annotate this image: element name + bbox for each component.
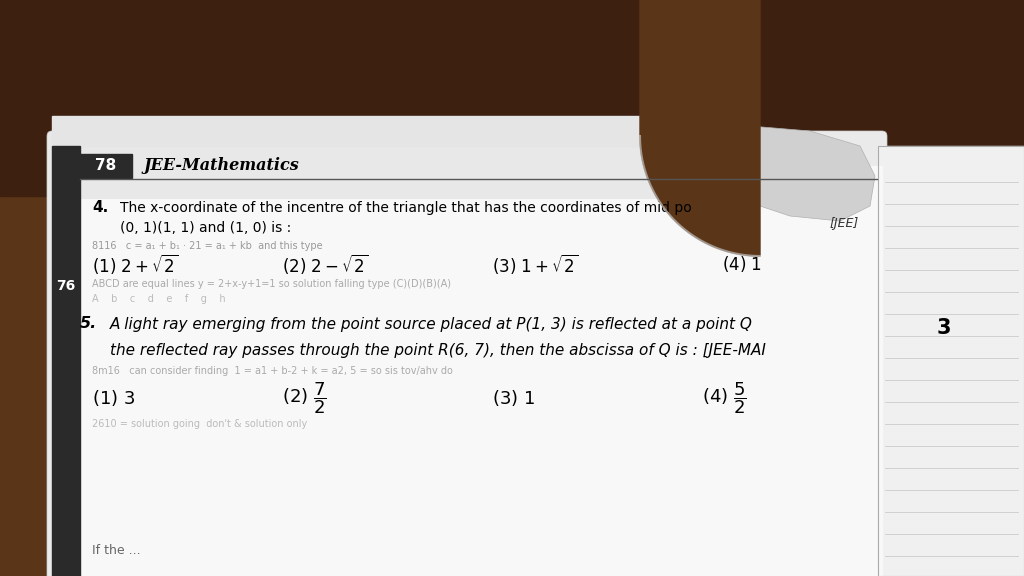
Bar <box>878 146 1024 576</box>
Text: $(1)\ 3$: $(1)\ 3$ <box>92 388 135 408</box>
Bar <box>80 166 882 576</box>
Text: 8116   c = a₁ + b₁ · 21 = a₁ + kb  and this type: 8116 c = a₁ + b₁ · 21 = a₁ + kb and this… <box>92 241 323 251</box>
Text: the reflected ray passes through the point R(6, 7), then the abscissa of Q is : : the reflected ray passes through the poi… <box>110 343 766 358</box>
Text: 4.: 4. <box>92 200 109 215</box>
Text: 5.: 5. <box>80 316 97 332</box>
Text: A    b    c    d    e    f    g    h: A b c d e f g h <box>92 294 225 304</box>
Text: [JEE]: [JEE] <box>830 218 859 230</box>
Bar <box>80 154 132 178</box>
Text: $(3)\ 1+\sqrt{2}$: $(3)\ 1+\sqrt{2}$ <box>492 252 579 276</box>
Text: If the ...: If the ... <box>92 544 140 558</box>
FancyBboxPatch shape <box>49 133 695 199</box>
Text: A light ray emerging from the point source placed at P(1, 3) is reflected at a p: A light ray emerging from the point sour… <box>110 316 753 332</box>
Text: The x-coordinate of the incentre of the triangle that has the coordinates of mid: The x-coordinate of the incentre of the … <box>120 201 692 215</box>
Text: $(1)\ 2+\sqrt{2}$: $(1)\ 2+\sqrt{2}$ <box>92 252 178 276</box>
Text: $(2)\ \dfrac{7}{2}$: $(2)\ \dfrac{7}{2}$ <box>282 380 327 416</box>
Text: $(2)\ 2-\sqrt{2}$: $(2)\ 2-\sqrt{2}$ <box>282 252 369 276</box>
Text: $(4)\ \dfrac{5}{2}$: $(4)\ \dfrac{5}{2}$ <box>702 380 746 416</box>
Bar <box>0 0 1024 196</box>
Bar <box>52 116 752 146</box>
Text: 76: 76 <box>56 279 76 293</box>
Text: 78: 78 <box>95 158 117 173</box>
Text: (0, 1)(1, 1) and (1, 0) is :: (0, 1)(1, 1) and (1, 0) is : <box>120 221 291 235</box>
FancyBboxPatch shape <box>47 131 887 576</box>
Polygon shape <box>640 0 760 256</box>
Text: 2610 = solution going  don't & solution only: 2610 = solution going don't & solution o… <box>92 419 307 429</box>
Text: ABCD are equal lines y = 2+x-y+1=1 so solution falling type (C)(D)(B)(A): ABCD are equal lines y = 2+x-y+1=1 so so… <box>92 279 451 289</box>
Bar <box>878 146 1024 576</box>
Bar <box>52 146 80 576</box>
Text: $(4)\ 1$: $(4)\ 1$ <box>722 254 762 274</box>
Text: $(3)\ 1$: $(3)\ 1$ <box>492 388 536 408</box>
Text: 3: 3 <box>937 318 951 338</box>
Text: 8m16   can consider finding  1 = a1 + b-2 + k = a2, 5 = so sis tov/ahv do: 8m16 can consider finding 1 = a1 + b-2 +… <box>92 366 453 376</box>
Text: JEE-Mathematics: JEE-Mathematics <box>144 157 300 175</box>
Polygon shape <box>660 126 874 221</box>
